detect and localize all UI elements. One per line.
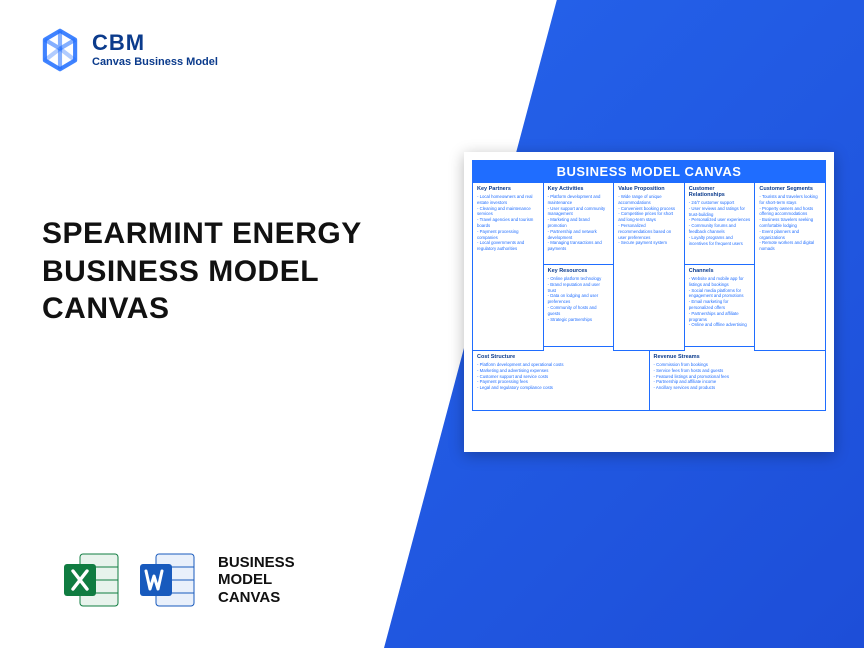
bmc-label-line3: CANVAS (218, 589, 295, 606)
heading-value-prop: Value Proposition (618, 186, 680, 192)
items-key-activities: Platform development and maintenanceUser… (548, 194, 610, 252)
heading-key-partners: Key Partners (477, 186, 539, 192)
col-key-partners: Key Partners Local homeowners and real e… (473, 183, 544, 351)
col-relationships-channels: Customer Relationships 24/7 customer sup… (685, 183, 756, 351)
heading-cust-seg: Customer Segments (759, 186, 821, 192)
excel-icon (60, 548, 124, 612)
items-cust-seg: Tourists and travelers looking for short… (759, 194, 821, 252)
bmc-label-line2: MODEL (218, 571, 295, 588)
hexagon-logo-icon (38, 28, 82, 72)
canvas-top-grid: Key Partners Local homeowners and real e… (472, 183, 826, 351)
heading-revenue: Revenue Streams (654, 354, 822, 360)
heading-cost: Cost Structure (477, 354, 645, 360)
items-key-resources: Online platform technologyBrand reputati… (548, 276, 610, 322)
bmc-label-line1: BUSINESS (218, 554, 295, 571)
canvas-bottom-grid: Cost Structure Platform development and … (472, 351, 826, 411)
heading-key-resources: Key Resources (548, 268, 610, 274)
canvas-title: BUSINESS MODEL CANVAS (472, 160, 826, 183)
col-activities-resources: Key Activities Platform development and … (544, 183, 615, 351)
items-cost: Platform development and operational cos… (477, 362, 645, 391)
items-channels: Website and mobile app for listings and … (689, 276, 751, 328)
heading-cust-rel: Customer Relationships (689, 186, 751, 198)
col-value-prop: Value Proposition Wide range of unique a… (614, 183, 685, 351)
items-value-prop: Wide range of unique accommodationsConve… (618, 194, 680, 246)
word-icon (136, 548, 200, 612)
items-key-partners: Local homeowners and real estate investo… (477, 194, 539, 252)
col-cust-seg: Customer Segments Tourists and travelers… (755, 183, 826, 351)
items-cust-rel: 24/7 customer supportUser reviews and ra… (689, 200, 751, 246)
items-revenue: Commission from bookingsService fees fro… (654, 362, 822, 391)
brand-logo: CBM Canvas Business Model (38, 28, 218, 72)
bmc-label: BUSINESS MODEL CANVAS (218, 554, 295, 606)
heading-channels: Channels (689, 268, 751, 274)
page-title: SPEARMINT ENERGY BUSINESS MODEL CANVAS (42, 215, 402, 328)
canvas-preview: BUSINESS MODEL CANVAS Key Partners Local… (464, 152, 834, 452)
file-format-badges: BUSINESS MODEL CANVAS (60, 548, 295, 612)
logo-full: Canvas Business Model (92, 56, 218, 68)
logo-abbr: CBM (92, 32, 218, 54)
heading-key-activities: Key Activities (548, 186, 610, 192)
